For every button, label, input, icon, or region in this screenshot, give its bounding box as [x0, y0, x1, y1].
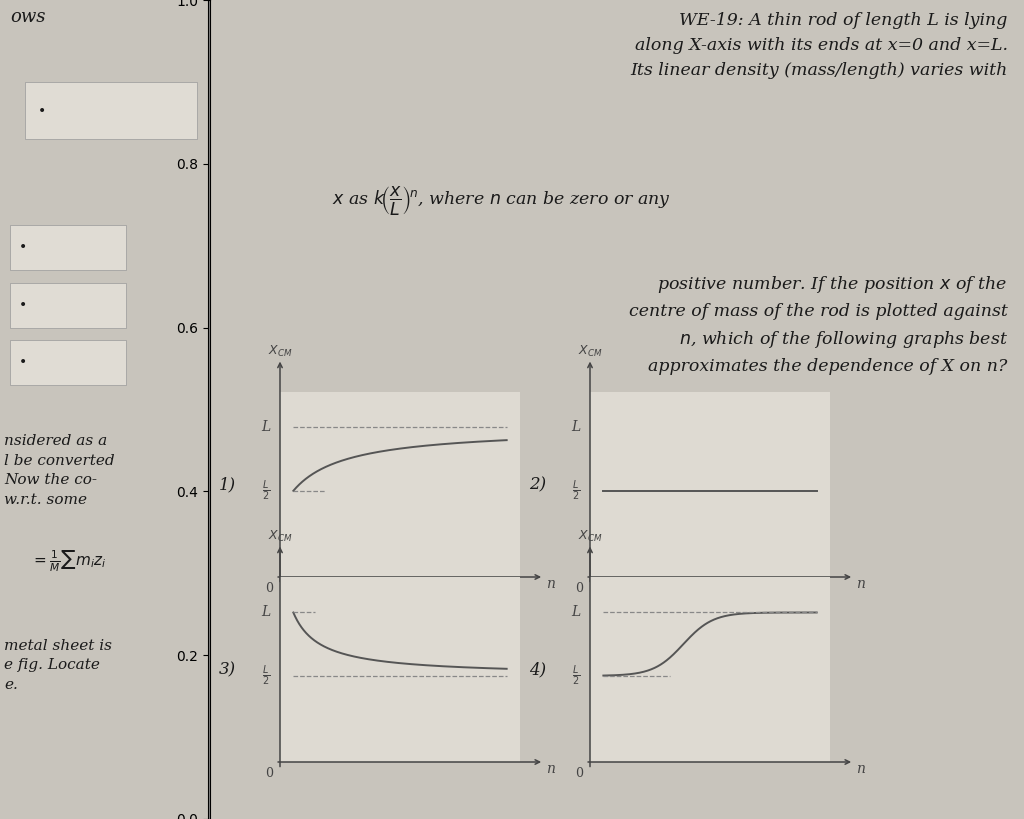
Text: 0: 0 [265, 767, 272, 780]
FancyBboxPatch shape [26, 82, 198, 139]
Text: L: L [571, 605, 581, 619]
Text: $X_{CM}$: $X_{CM}$ [578, 529, 602, 544]
Text: metal sheet is
e fig. Locate
e.: metal sheet is e fig. Locate e. [4, 639, 113, 692]
Text: positive number. If the position $x$ of the
centre of mass of the rod is plotted: positive number. If the position $x$ of … [629, 274, 1008, 375]
FancyBboxPatch shape [10, 283, 126, 328]
Text: L: L [261, 420, 270, 434]
Text: $x$ as $k\!\left(\dfrac{x}{L}\right)^{\!n}$, where $n$ can be zero or any: $x$ as $k\!\left(\dfrac{x}{L}\right)^{\!… [332, 184, 671, 217]
Text: 0: 0 [265, 581, 272, 595]
Text: 2): 2) [528, 476, 546, 493]
Text: •: • [18, 240, 28, 255]
Text: 1): 1) [219, 476, 236, 493]
Text: $X_{CM}$: $X_{CM}$ [267, 529, 292, 544]
Text: 0: 0 [574, 581, 583, 595]
FancyBboxPatch shape [10, 225, 126, 270]
Text: n: n [547, 762, 555, 776]
Text: •: • [18, 297, 28, 312]
Text: WE-19: A thin rod of length L is lying
along X-axis with its ends at x=0 and x=L: WE-19: A thin rod of length L is lying a… [631, 12, 1008, 79]
Text: $X_{CM}$: $X_{CM}$ [267, 344, 292, 359]
Text: n: n [856, 577, 865, 591]
Text: ows: ows [10, 8, 46, 26]
Text: •: • [18, 355, 28, 369]
Text: n: n [547, 577, 555, 591]
Text: $X_{CM}$: $X_{CM}$ [578, 344, 602, 359]
Text: $\frac{L}{2}$: $\frac{L}{2}$ [262, 663, 270, 688]
Text: n: n [856, 762, 865, 776]
FancyBboxPatch shape [10, 340, 126, 385]
Text: $= \frac{1}{M}\sum m_i z_i$: $= \frac{1}{M}\sum m_i z_i$ [32, 549, 108, 574]
Text: $\frac{L}{2}$: $\frac{L}{2}$ [262, 478, 270, 503]
Text: 4): 4) [528, 661, 546, 678]
Text: 3): 3) [219, 661, 236, 678]
Text: •: • [38, 103, 46, 118]
Text: nsidered as a
l be converted
Now the co-
w.r.t. some: nsidered as a l be converted Now the co-… [4, 434, 115, 507]
Text: 0: 0 [574, 767, 583, 780]
Text: L: L [571, 420, 581, 434]
Text: $\frac{L}{2}$: $\frac{L}{2}$ [572, 478, 581, 503]
Text: L: L [261, 605, 270, 619]
Text: $\frac{L}{2}$: $\frac{L}{2}$ [572, 663, 581, 688]
